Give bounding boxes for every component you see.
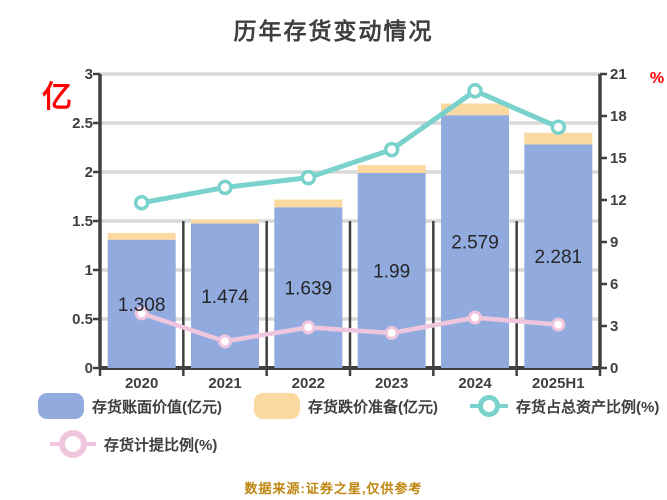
left-axis-tick-label: 0.5 xyxy=(72,311,93,328)
x-axis-category-label: 2023 xyxy=(375,375,408,392)
left-axis-tick-label: 1 xyxy=(85,262,93,279)
right-axis-tick-label: 9 xyxy=(610,234,618,251)
pink-line-series xyxy=(139,311,561,344)
right-axis-tick-label: 6 xyxy=(610,276,618,293)
left-axis-tick-label: 2 xyxy=(85,164,93,181)
bar-segment-provision xyxy=(524,132,593,145)
right-axis-tick-label: 21 xyxy=(610,66,627,83)
bar-segment-provision xyxy=(107,232,176,240)
left-axis-tick-label: 2.5 xyxy=(72,115,93,132)
x-axis-category-label: 2020 xyxy=(125,375,158,392)
legend-row-2: 存货计提比例(%) xyxy=(38,430,658,458)
legend-item-provision-ratio: 存货计提比例(%) xyxy=(50,430,217,458)
teal-line-marker-icon xyxy=(470,392,508,420)
right-axis-tick-label: 15 xyxy=(610,150,627,167)
legend-label: 存货占总资产比例(%) xyxy=(516,398,660,416)
source-note: 数据来源:证券之星,仅供参考 xyxy=(244,481,423,496)
right-axis-tick-label: 18 xyxy=(610,108,627,125)
bar-segment-book-value xyxy=(441,115,509,369)
line-point-marker xyxy=(133,195,150,211)
left-axis-unit-label: 亿 xyxy=(42,81,72,114)
line-point-marker xyxy=(383,141,400,158)
chart-legend: 存货账面价值(亿元) 存货跌价准备(亿元) 存货占总资产比例(%) 存货计提比例… xyxy=(38,392,659,458)
legend-item-inventory-provision: 存货跌价准备(亿元) xyxy=(254,393,438,419)
teal-line-series xyxy=(139,88,561,206)
right-axis-tick-label: 3 xyxy=(610,318,618,335)
line-point-marker xyxy=(551,317,566,332)
pink-line-marker-icon xyxy=(50,430,96,458)
line-point-marker xyxy=(218,334,232,349)
x-axis-category-label: 2025H1 xyxy=(532,375,585,392)
line-point-marker xyxy=(217,179,233,196)
line-point-marker xyxy=(467,83,483,99)
line-point-marker xyxy=(301,320,316,335)
line-point-marker xyxy=(550,119,567,135)
circle-marker-icon xyxy=(478,395,500,417)
bar-segment-provision xyxy=(357,165,426,173)
chart-title: 历年存货变动情况 xyxy=(233,18,434,44)
bar-value-label: 1.474 xyxy=(201,287,249,308)
bar-segment-provision xyxy=(441,103,509,116)
bar-value-label: 1.308 xyxy=(118,295,166,316)
bar-segment-book-value xyxy=(274,207,343,368)
line-point-marker xyxy=(134,306,149,321)
legend-label: 存货跌价准备(亿元) xyxy=(308,398,438,416)
line-point-marker xyxy=(384,326,399,340)
orange-bar-swatch-icon xyxy=(254,393,300,419)
right-axis-tick-label: 0 xyxy=(610,360,618,377)
left-axis-tick-label: 3 xyxy=(85,66,93,83)
bar-value-label: 2.281 xyxy=(535,247,583,268)
bar-value-label: 2.579 xyxy=(451,233,499,254)
blue-bar-swatch-icon xyxy=(38,393,84,419)
x-axis-category-label: 2024 xyxy=(458,375,492,392)
line-point-marker xyxy=(468,310,482,325)
legend-label: 存货账面价值(亿元) xyxy=(92,398,222,416)
x-axis-category-label: 2022 xyxy=(292,375,325,392)
bar-value-label: 1.99 xyxy=(373,261,410,282)
right-axis-unit-label: % xyxy=(650,70,664,87)
bar-segment-book-value xyxy=(107,239,176,368)
left-axis-tick-label: 0 xyxy=(85,360,93,377)
right-axis-tick-label: 12 xyxy=(610,192,627,209)
x-axis-category-label: 2021 xyxy=(208,375,241,392)
legend-item-inventory-to-assets-ratio: 存货占总资产比例(%) xyxy=(470,392,659,420)
legend-label: 存货计提比例(%) xyxy=(104,436,218,454)
bar-value-label: 1.639 xyxy=(285,279,333,300)
line-point-marker xyxy=(300,169,317,186)
left-axis-tick-label: 1.5 xyxy=(72,213,93,230)
legend-item-inventory-book-value: 存货账面价值(亿元) xyxy=(38,393,222,419)
bar-segment-provision xyxy=(274,199,343,208)
bar-segment-provision xyxy=(191,219,259,224)
circle-marker-icon xyxy=(59,430,87,458)
legend-row-1: 存货账面价值(亿元) 存货跌价准备(亿元) 存货占总资产比例(%) xyxy=(38,392,659,420)
